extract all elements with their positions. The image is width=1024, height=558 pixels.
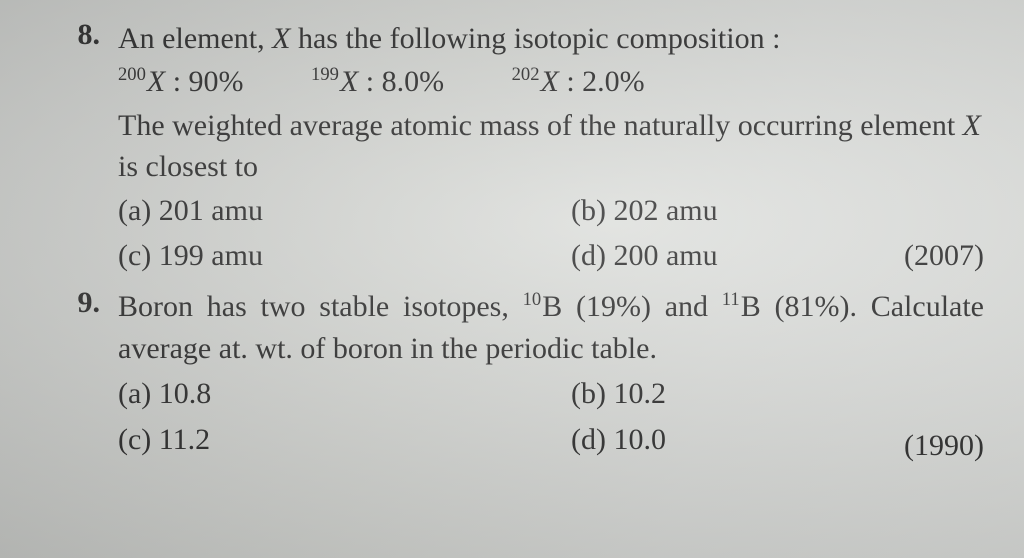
question-number: 9. [40, 286, 118, 320]
stem-text: is closest to [118, 150, 258, 183]
mass-number: 10 [523, 289, 542, 310]
stem-text: An element, [118, 22, 272, 55]
question-body: An element, X has the following isotopic… [118, 18, 984, 276]
isotope-text: B (19%) [542, 290, 651, 323]
option-b: (b) 202 amu [571, 190, 984, 231]
mass-number: 199 [311, 64, 339, 85]
variable-x: X [272, 22, 290, 55]
isotope-text: B (81%) [741, 290, 850, 323]
isotope-2: 199X : 8.0% [311, 61, 444, 102]
option-a: (a) 10.8 [118, 373, 531, 414]
isotope-line: 200X : 90% 199X : 8.0% 202X : 2.0% [118, 61, 984, 102]
year-tag: (1990) [904, 425, 984, 466]
option-a: (a) 201 amu [118, 190, 531, 231]
mass-number: 200 [118, 64, 146, 85]
stem-text: has the following isotopic composition : [290, 22, 780, 55]
question-9: 9. Boron has two stable isotopes, 10B (1… [40, 286, 984, 460]
question-8: 8. An element, X has the following isoto… [40, 18, 984, 276]
element-symbol: X [147, 65, 165, 98]
mass-number: 11 [722, 289, 740, 310]
mass-number: 202 [512, 64, 540, 85]
year-tag: (2007) [904, 235, 984, 276]
options-grid: (a) 10.8 (b) 10.2 (c) 11.2 (d) 10.0 (199… [118, 373, 984, 460]
stem-text: The weighted average atomic mass of the … [118, 109, 963, 142]
option-c: (c) 11.2 [118, 419, 531, 460]
isotope-1: 200X : 90% [118, 61, 244, 102]
isotope-3: 202X : 2.0% [512, 61, 645, 102]
stem-text: and [651, 290, 722, 323]
abundance: : 8.0% [358, 65, 444, 98]
option-c: (c) 199 amu [118, 235, 531, 276]
element-symbol: X [340, 65, 358, 98]
variable-x: X [963, 109, 981, 142]
question-number: 8. [40, 18, 118, 52]
element-symbol: X [540, 65, 558, 98]
abundance: : 2.0% [559, 65, 645, 98]
stem-line-1: An element, X has the following isotopic… [118, 18, 984, 59]
page: 8. An element, X has the following isoto… [0, 0, 1024, 460]
question-body: Boron has two stable isotopes, 10B (19%)… [118, 286, 984, 460]
options-grid: (a) 201 amu (b) 202 amu (c) 199 amu (d) … [118, 190, 984, 277]
stem-line-3: The weighted average atomic mass of the … [118, 105, 984, 188]
option-b: (b) 10.2 [571, 373, 984, 414]
abundance: : 90% [165, 65, 243, 98]
stem-text: Boron has two stable isotopes, [118, 290, 523, 323]
